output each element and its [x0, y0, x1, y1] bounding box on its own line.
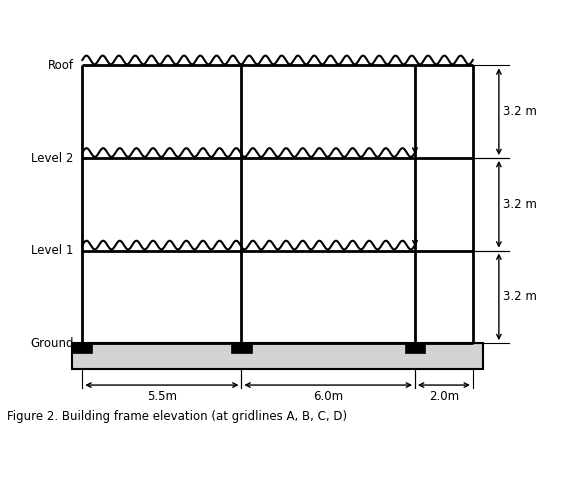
Text: 2.0m: 2.0m: [429, 390, 459, 403]
Text: 5.5m: 5.5m: [147, 390, 177, 403]
Text: Roof: Roof: [48, 59, 73, 72]
Text: 6.0m: 6.0m: [313, 390, 343, 403]
Text: Level 2: Level 2: [31, 152, 73, 164]
Text: Figure 2. Building frame elevation (at gridlines A, B, C, D): Figure 2. Building frame elevation (at g…: [7, 410, 347, 423]
Text: Ground: Ground: [30, 337, 73, 349]
Bar: [231, 343, 251, 353]
Bar: [72, 343, 483, 369]
Text: 3.2 m: 3.2 m: [503, 290, 537, 304]
Bar: [72, 343, 93, 353]
Bar: [405, 343, 425, 353]
Text: Level 1: Level 1: [31, 244, 73, 257]
Text: 3.2 m: 3.2 m: [503, 105, 537, 118]
Text: 3.2 m: 3.2 m: [503, 198, 537, 211]
